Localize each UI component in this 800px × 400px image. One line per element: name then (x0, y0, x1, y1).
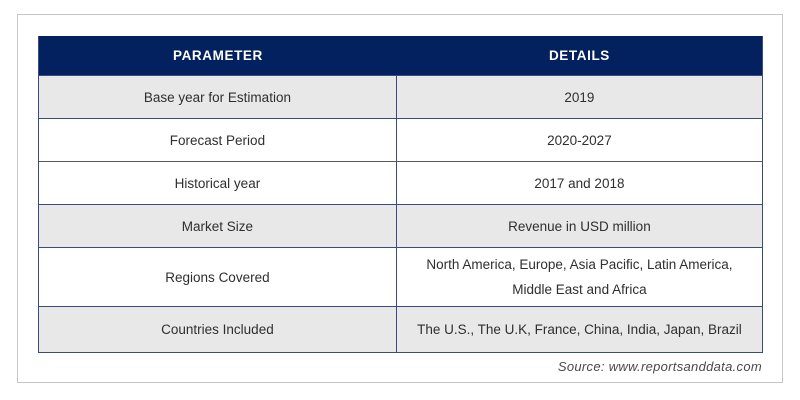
detail-cell: 2019 (564, 89, 595, 105)
parameter-cell: Market Size (39, 205, 397, 247)
parameter-cell: Regions Covered (39, 248, 397, 306)
detail-cell: North America, Europe, Asia Pacific, Lat… (426, 257, 733, 297)
table-row-market-size: Market Size Revenue in USD million (39, 204, 762, 247)
table-row-historical-year: Historical year 2017 and 2018 (39, 161, 762, 204)
table-row-base-year: Base year for Estimation 2019 (39, 75, 762, 118)
detail-cell: 2017 and 2018 (534, 175, 625, 191)
table-row-regions-covered: Regions Covered North America, Europe, A… (39, 247, 762, 306)
parameter-cell: Forecast Period (39, 119, 397, 161)
detail-cell: 2020-2027 (547, 132, 612, 148)
parameter-cell: Base year for Estimation (39, 76, 397, 118)
detail-cell: Revenue in USD million (508, 218, 651, 234)
parameter-cell: Historical year (39, 162, 397, 204)
detail-cell: The U.S., The U.K, France, China, India,… (417, 322, 742, 337)
table-row-countries-included: Countries Included The U.S., The U.K, Fr… (39, 306, 762, 352)
report-scope-table: PARAMETER DETAILS Base year for Estimati… (38, 36, 763, 353)
source-attribution: Source: www.reportsanddata.com (557, 359, 762, 374)
header-cell-parameter: PARAMETER (172, 48, 263, 63)
header-cell-details: DETAILS (548, 48, 610, 63)
table-header-row: PARAMETER DETAILS (39, 36, 762, 75)
table-row-forecast-period: Forecast Period 2020-2027 (39, 118, 762, 161)
parameter-cell: Countries Included (39, 307, 397, 352)
